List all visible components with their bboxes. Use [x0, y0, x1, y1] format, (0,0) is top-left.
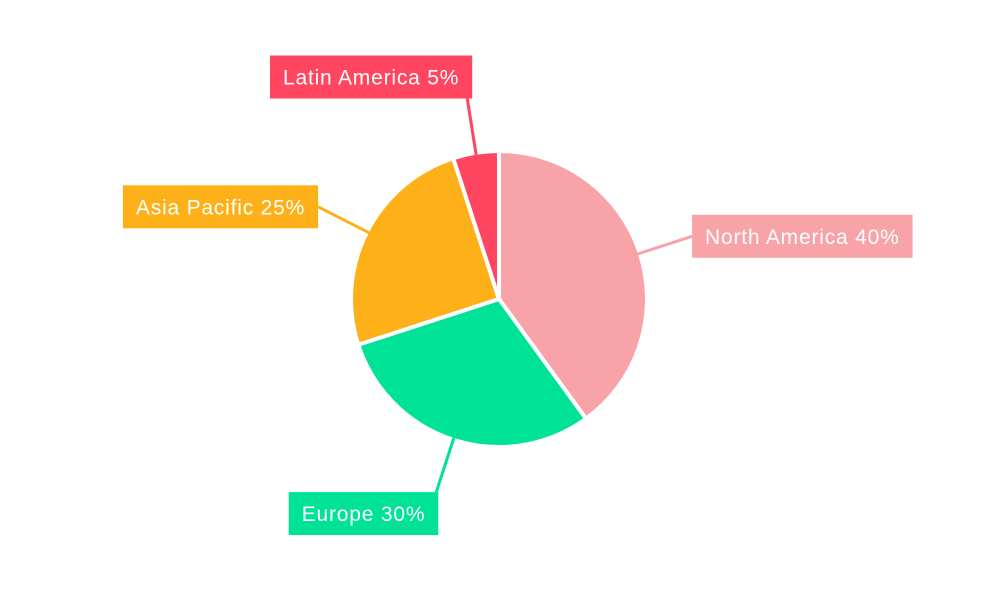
callout-label-north-america: North America 40% — [692, 214, 913, 258]
callout-text-asia-pacific: Asia Pacific 25% — [136, 196, 305, 219]
callout-box-north-america — [692, 214, 913, 258]
callout-text-north-america: North America 40% — [705, 226, 900, 249]
leader-line-europe — [434, 437, 456, 493]
callout-label-latin-america: Latin America 5% — [270, 55, 473, 99]
callout-text-latin-america: Latin America 5% — [283, 67, 459, 90]
callout-text-europe: Europe 30% — [302, 503, 426, 526]
callout-label-asia-pacific: Asia Pacific 25% — [122, 185, 319, 229]
leader-line-north-america — [637, 234, 693, 256]
leader-line-latin-america — [465, 98, 478, 156]
callout-box-europe — [288, 492, 439, 536]
leader-line-asia-pacific — [317, 205, 370, 235]
callout-label-europe: Europe 30% — [288, 492, 439, 536]
callout-box-asia-pacific — [122, 185, 319, 229]
callout-box-latin-america — [270, 55, 473, 99]
